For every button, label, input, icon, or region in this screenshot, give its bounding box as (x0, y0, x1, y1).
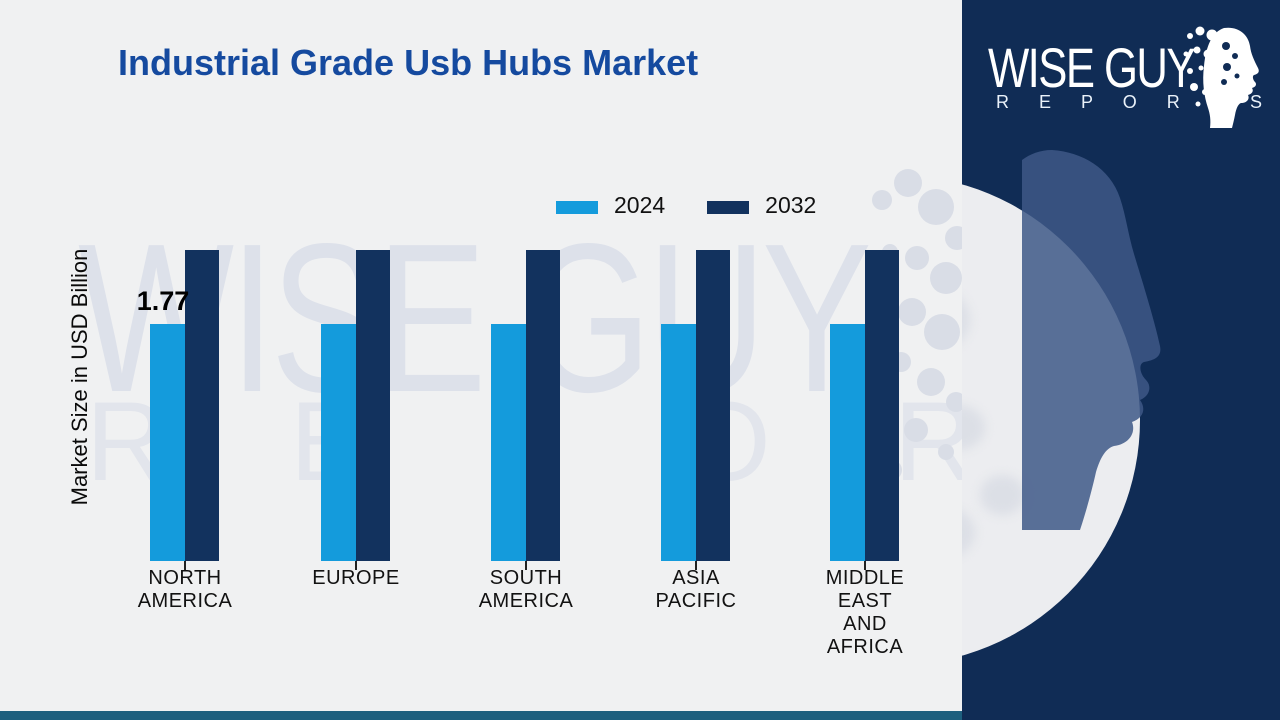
category-label-middle-east-and-africa: MIDDLE EAST AND AFRICA (825, 567, 905, 658)
category-label-north-america: NORTH AMERICA (137, 567, 233, 612)
bar-2032-europe (356, 250, 390, 561)
chart-title: Industrial Grade Usb Hubs Market (118, 42, 699, 83)
data-label-2024-north-america: 1.77 (136, 286, 190, 316)
bar-2024-europe (321, 324, 356, 561)
bar-2024-north-america (150, 324, 185, 561)
category-label-south-america: SOUTH AMERICA (478, 567, 574, 612)
bar-2032-north-america (185, 250, 219, 561)
x-axis-tick (864, 561, 866, 570)
brand-subtitle: R E P O R T S (996, 92, 1275, 112)
x-axis-tick (695, 561, 697, 570)
bar-2032-south-america (526, 250, 560, 561)
bar-2024-asia-pacific (661, 324, 696, 561)
footer-stripe (0, 711, 962, 720)
bar-2032-middle-east-and-africa (865, 250, 899, 561)
legend-label-2032: 2032 (765, 192, 817, 218)
x-axis-tick (184, 561, 186, 570)
decorative-face-silhouette (1022, 150, 1161, 530)
category-label-europe: EUROPE (312, 567, 400, 589)
legend-swatch-2024 (556, 200, 598, 214)
brand-wordmark: WISE GUY (988, 36, 1196, 99)
x-axis-tick (525, 561, 527, 570)
category-label-asia-pacific: ASIA PACIFIC (655, 567, 737, 612)
brand-face-icon (1183, 26, 1259, 128)
legend-swatch-2032 (707, 200, 750, 214)
legend: 2024 2032 (556, 192, 816, 219)
bar-plot: NORTH AMERICA EUROPE SOUTH AMERICA ASIA PACIFI… (136, 250, 905, 658)
brand-panel: WISE GUY R E P O R T S (962, 0, 1280, 720)
legend-label-2024: 2024 (614, 192, 666, 218)
bar-2024-south-america (491, 324, 526, 561)
x-axis-tick (355, 561, 357, 570)
bar-2024-middle-east-and-africa (830, 324, 865, 561)
bar-2032-asia-pacific (696, 250, 730, 561)
